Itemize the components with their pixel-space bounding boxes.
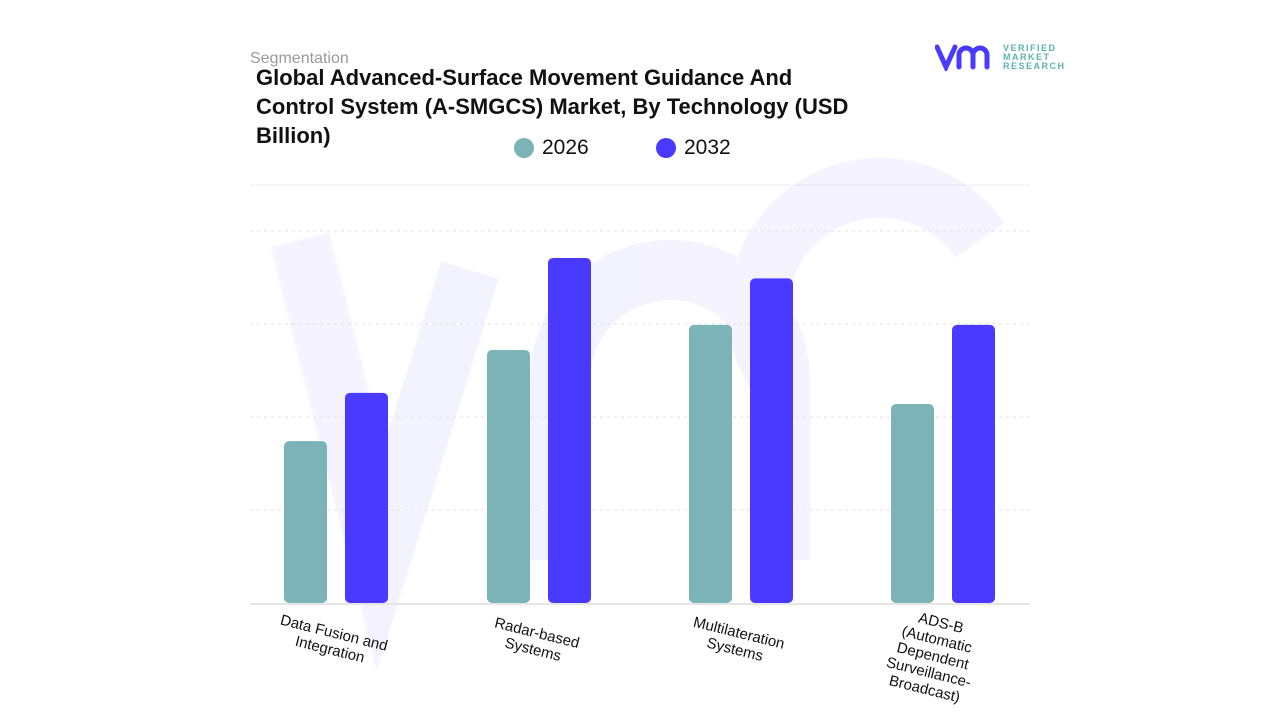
legend-label-2032: 2032 [684, 136, 731, 159]
logo-line-3: RESEARCH [1003, 60, 1066, 71]
bar-2032-2 [750, 278, 793, 603]
segment-label: Segmentation [250, 50, 349, 67]
watermark-logo [270, 157, 1005, 672]
bar-2026-2 [689, 324, 732, 603]
legend-item-2032: 2032 [656, 136, 731, 160]
chart-title: Global Advanced-Surface Movement Guidanc… [256, 65, 849, 148]
legend-item-2026: 2026 [514, 136, 589, 160]
legend-swatch-2026 [514, 138, 534, 158]
bar-2032-0 [345, 392, 388, 603]
bar-2032-1 [548, 257, 591, 603]
logo-line-2: MARKET [1003, 51, 1051, 62]
vmr-logo-icon [935, 44, 990, 71]
bar-2026-0 [284, 441, 327, 603]
bar-2026-1 [487, 350, 530, 603]
bar-2026-3 [891, 403, 934, 603]
legend-label-2026: 2026 [542, 136, 589, 159]
vmr-logo: VERIFIED MARKET RESEARCH [935, 43, 1066, 71]
bar-2032-3 [952, 324, 995, 603]
logo-line-1: VERIFIED [1003, 42, 1057, 53]
legend-swatch-2032 [656, 138, 676, 158]
